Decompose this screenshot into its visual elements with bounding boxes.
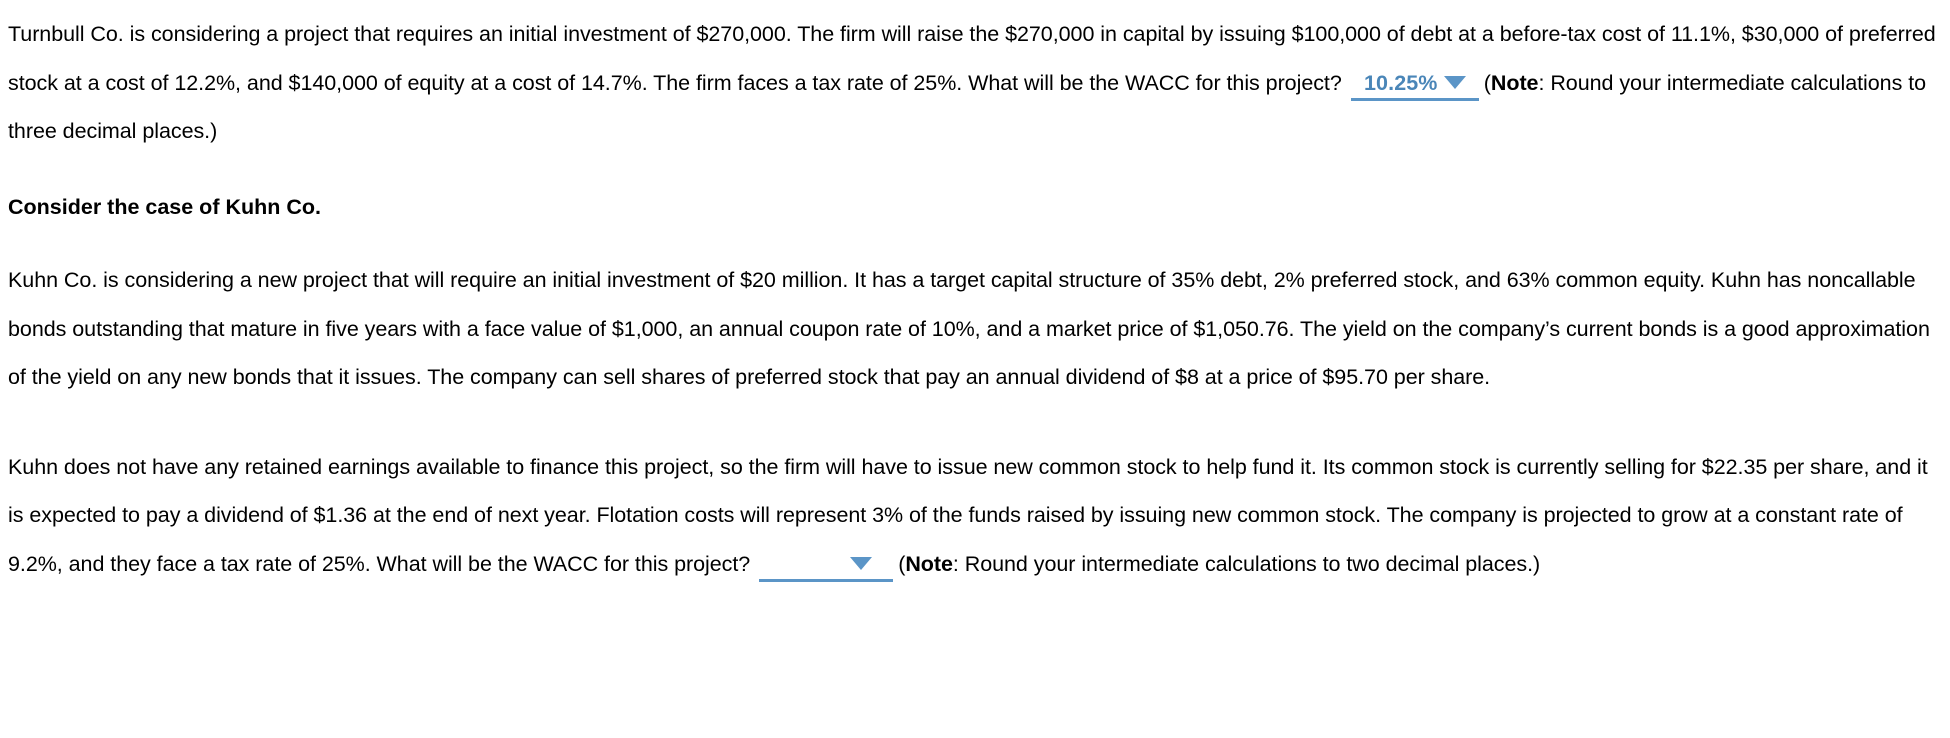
turnbull-note-open-paren: ( [1483, 70, 1491, 95]
kuhn-question-text: Kuhn does not have any retained earnings… [8, 454, 1928, 576]
chevron-down-icon [850, 556, 873, 570]
turnbull-note-text: : Round your intermediate calculations t… [8, 70, 1927, 144]
kuhn-wacc-dropdown[interactable] [759, 554, 894, 582]
kuhn-note-text: : Round your intermediate calculations t… [952, 551, 1541, 576]
turnbull-wacc-selected-value: 10.25% [1364, 70, 1438, 95]
turnbull-question-text: Turnbull Co. is considering a project th… [8, 22, 1936, 95]
turnbull-wacc-dropdown[interactable]: 10.25% [1350, 70, 1479, 101]
kuhn-paragraph-two: Kuhn does not have any retained earnings… [8, 402, 1942, 589]
kuhn-note-label: Note [905, 551, 953, 576]
turnbull-question-paragraph: Turnbull Co. is considering a project th… [8, 10, 1942, 156]
kuhn-paragraph-one: Kuhn Co. is considering a new project th… [8, 268, 1930, 389]
kuhn-section-heading: Consider the case of Kuhn Co. [8, 194, 321, 219]
turnbull-note-label: Note [1490, 70, 1539, 95]
chevron-down-icon [1443, 75, 1466, 89]
kuhn-note-open-paren: ( [898, 551, 906, 576]
